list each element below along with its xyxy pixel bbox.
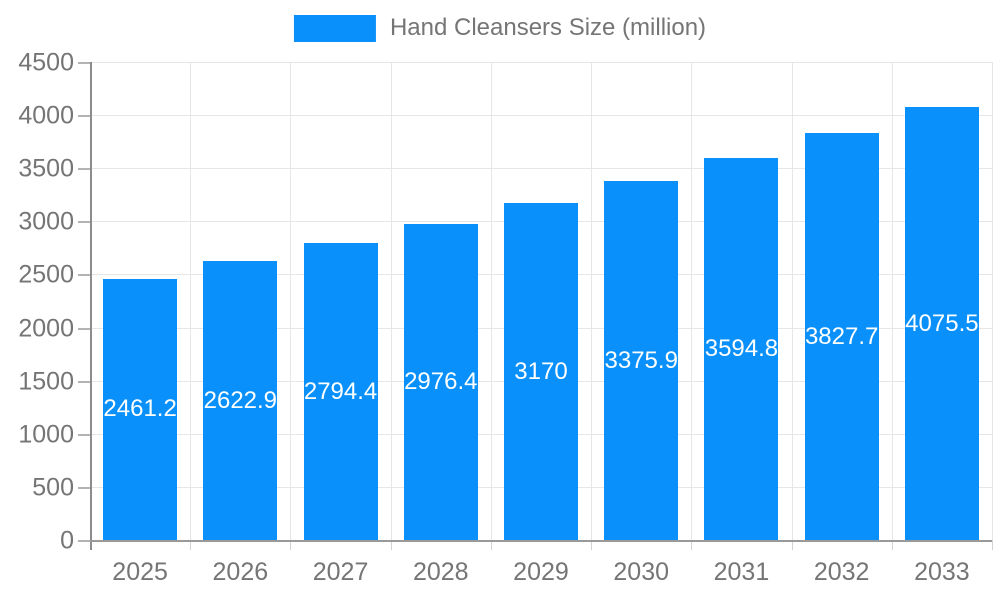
bar — [704, 158, 779, 540]
bar-value-label: 4075.5 — [905, 309, 979, 337]
gridline-vertical — [992, 62, 993, 540]
gridline-horizontal — [90, 115, 992, 117]
y-axis-tick — [78, 221, 90, 224]
gridline-vertical — [591, 62, 593, 540]
bar — [604, 181, 679, 540]
y-axis-tick — [78, 327, 90, 330]
x-tick-label: 2027 — [312, 558, 369, 586]
y-tick-label: 2500 — [18, 260, 74, 289]
y-tick-label: 0 — [60, 526, 74, 555]
x-tick-label: 2030 — [613, 558, 670, 586]
y-axis-tick — [78, 486, 90, 489]
bar — [403, 223, 478, 540]
bar — [904, 107, 979, 540]
bar-value-label: 2622.9 — [203, 386, 278, 414]
x-axis-tick — [992, 540, 993, 550]
gridline-vertical — [791, 62, 793, 540]
bar-value-label: 3827.7 — [804, 322, 879, 350]
bar-value-label: 3375.9 — [604, 346, 678, 374]
y-axis-tick — [78, 274, 90, 277]
bar-value-label: 3594.8 — [704, 335, 779, 363]
bar-value-label: 2976.4 — [404, 367, 478, 395]
y-axis-tick — [78, 540, 90, 542]
gridline-horizontal — [90, 168, 992, 170]
bar — [103, 278, 178, 540]
gridline-vertical — [891, 62, 893, 540]
x-axis-tick — [490, 540, 492, 550]
gridline-horizontal — [90, 62, 992, 63]
y-axis-line — [90, 62, 92, 550]
gridline-vertical — [490, 62, 492, 540]
y-tick-label: 500 — [32, 473, 74, 502]
gridline-vertical — [290, 62, 292, 540]
gridline-vertical — [390, 62, 392, 540]
y-axis-tick — [78, 433, 90, 436]
y-tick-label: 1500 — [18, 367, 74, 396]
x-tick-label: 2028 — [412, 558, 469, 586]
x-axis-tick — [591, 540, 593, 550]
gridline-vertical — [190, 62, 192, 540]
bar — [203, 261, 278, 540]
y-axis-tick — [78, 168, 90, 171]
x-axis-tick — [791, 540, 793, 550]
bar-value-label: 2794.4 — [303, 377, 378, 405]
y-tick-label: 3000 — [18, 207, 74, 236]
bar-value-label: 3170 — [514, 357, 568, 385]
x-axis-tick — [390, 540, 392, 550]
bar — [504, 203, 578, 540]
gridline-vertical — [691, 62, 693, 540]
legend-label: Hand Cleansers Size (million) — [389, 14, 707, 41]
y-tick-label: 2000 — [18, 314, 74, 343]
x-axis-line — [90, 540, 992, 542]
bar-value-label: 2461.2 — [103, 395, 177, 423]
x-tick-label: 2033 — [914, 558, 970, 586]
bar — [804, 133, 879, 540]
legend-item[interactable]: Hand Cleansers Size (million) — [293, 14, 707, 42]
y-tick-label: 4500 — [18, 48, 74, 77]
y-tick-label: 1000 — [18, 420, 74, 449]
bar — [303, 243, 378, 540]
x-tick-label: 2032 — [813, 558, 870, 586]
x-tick-label: 2026 — [212, 558, 269, 586]
y-tick-label: 4000 — [18, 101, 74, 130]
y-axis-tick — [78, 62, 90, 64]
x-axis-tick — [190, 540, 192, 550]
x-tick-label: 2031 — [713, 558, 770, 586]
y-tick-label: 3500 — [18, 154, 74, 183]
x-axis-tick — [891, 540, 893, 550]
x-tick-label: 2025 — [112, 558, 168, 586]
y-axis-tick — [78, 380, 90, 383]
x-tick-label: 2029 — [513, 558, 569, 586]
legend-swatch — [293, 14, 376, 42]
x-axis-tick — [691, 540, 693, 550]
y-axis-tick — [78, 115, 90, 118]
x-axis-tick — [290, 540, 292, 550]
